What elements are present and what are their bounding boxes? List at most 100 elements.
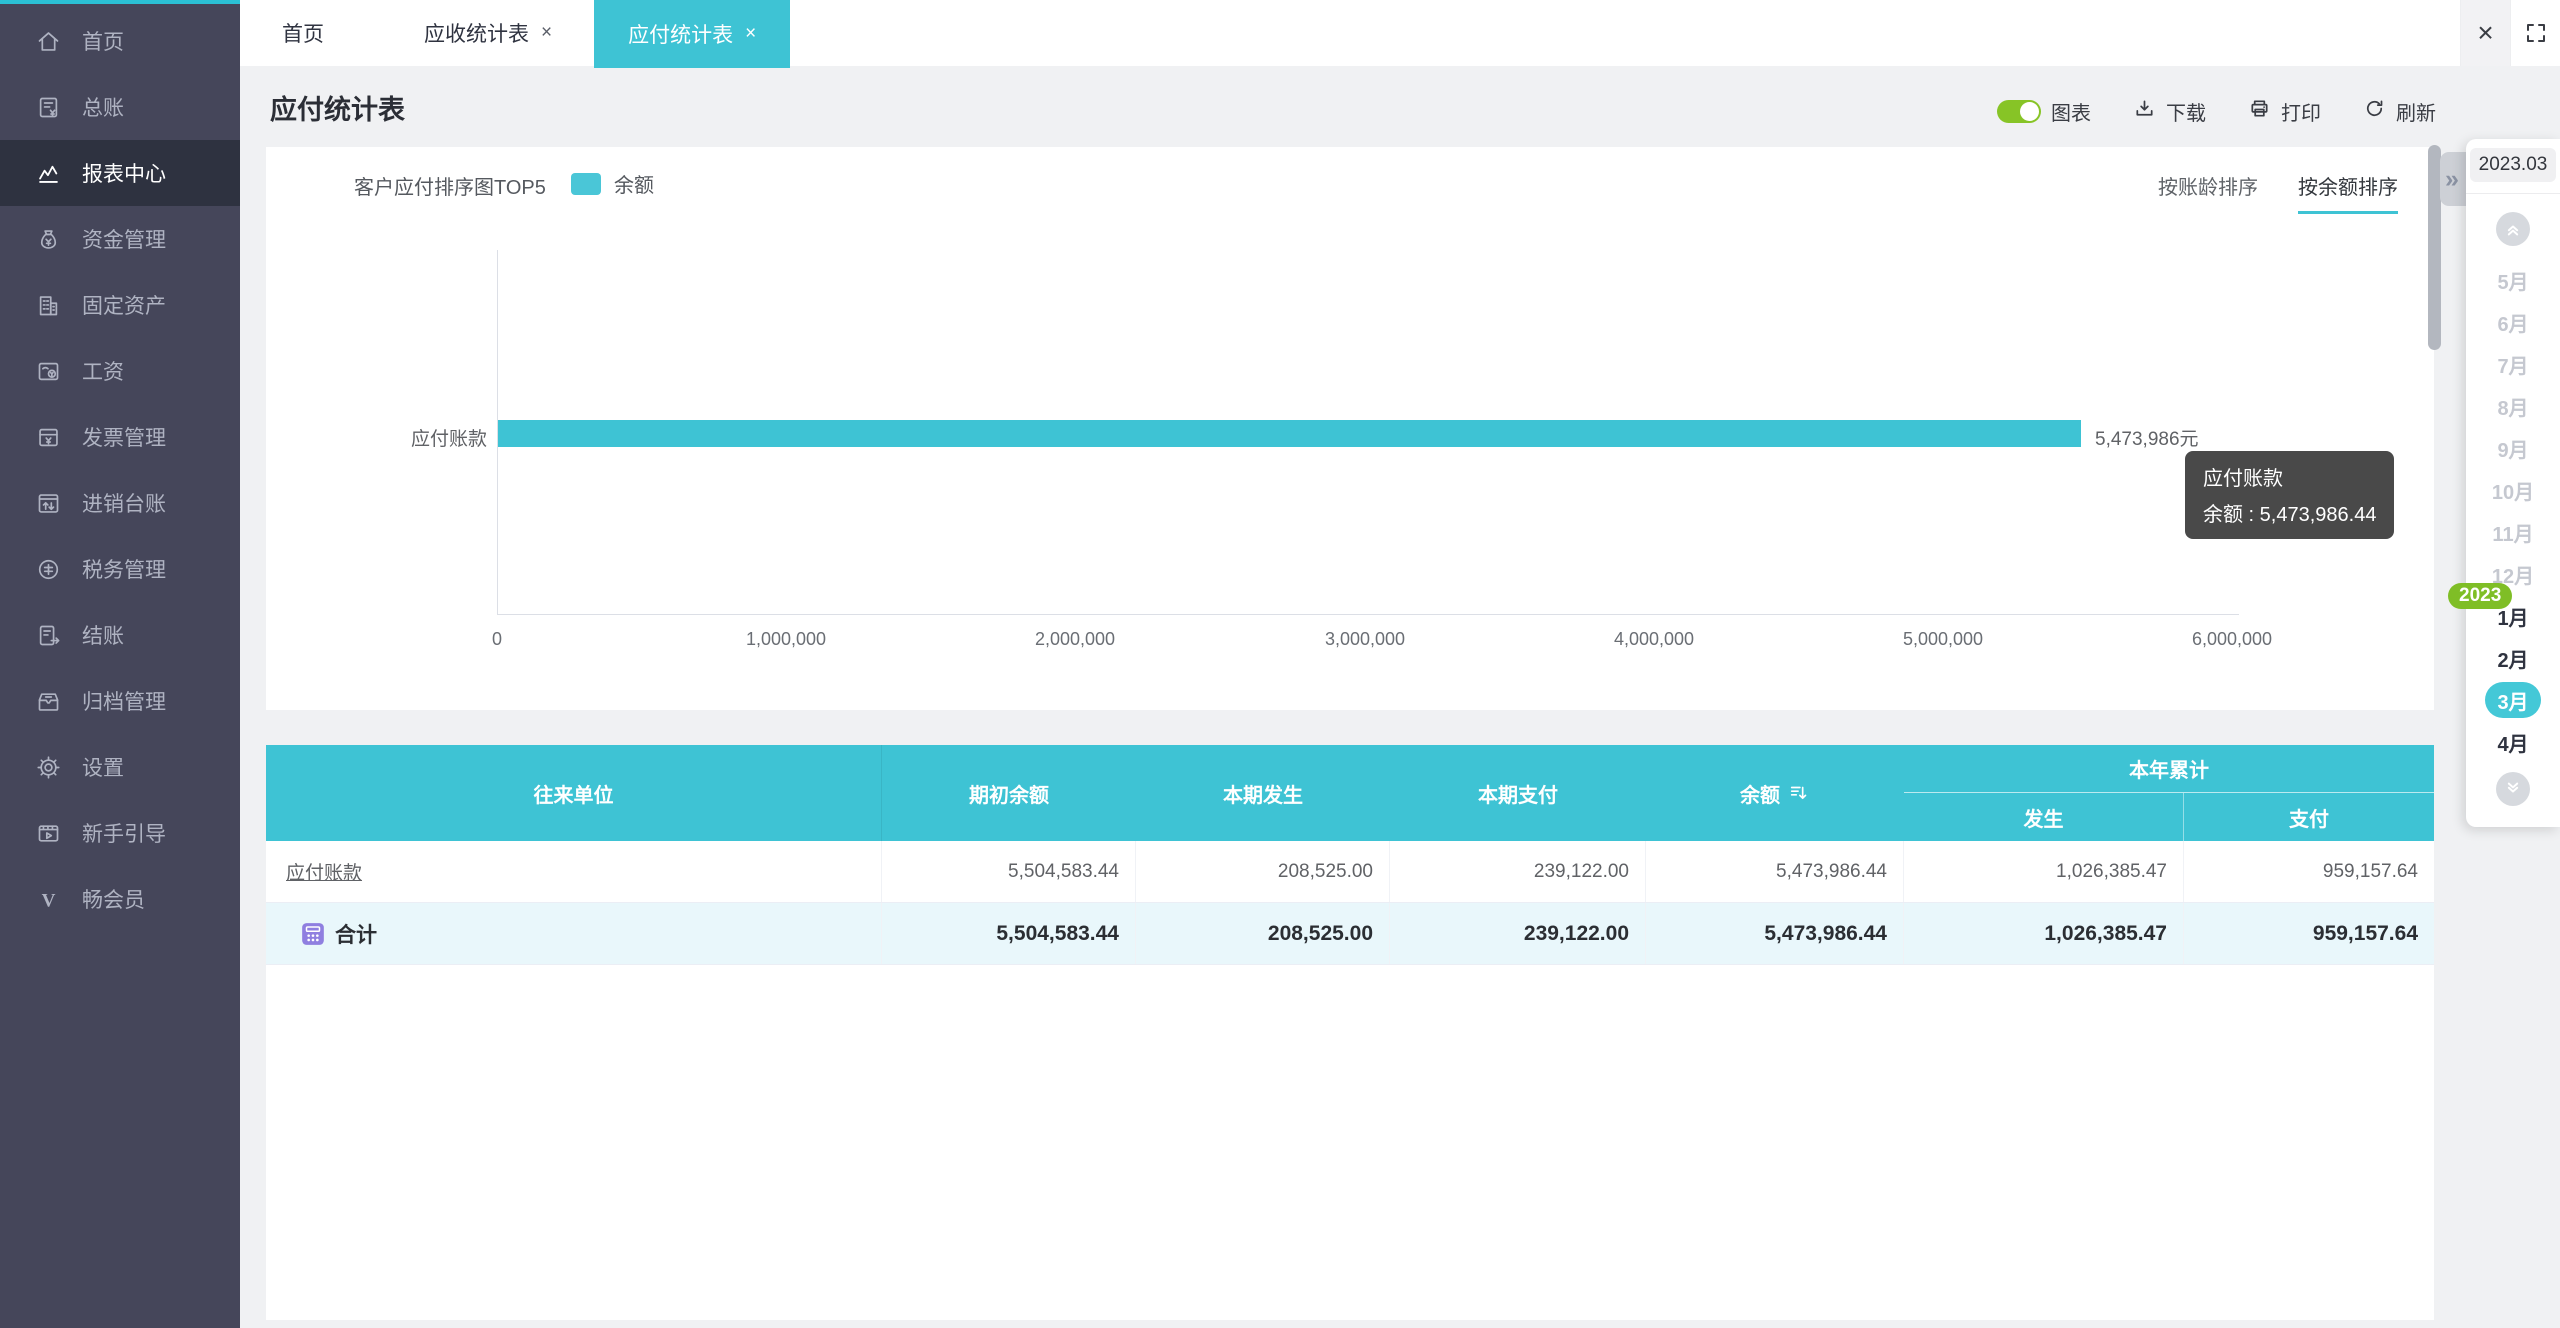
sidebar-item-label: 税务管理	[82, 559, 166, 582]
month-item[interactable]: 9月	[2497, 439, 2529, 462]
tab-label: 应收统计表	[424, 23, 529, 46]
month-item[interactable]: 6月	[2497, 313, 2529, 336]
month-item[interactable]: 4月	[2497, 733, 2529, 756]
payable-account-link[interactable]: 应付账款	[286, 863, 363, 884]
sidebar-item-tax[interactable]: 税务管理	[0, 536, 240, 602]
sidebar-item-archive[interactable]: 归档管理	[0, 668, 240, 734]
svg-text:V: V	[41, 890, 55, 911]
column-header-balance[interactable]: 余额	[1646, 745, 1904, 841]
ledger-icon	[34, 93, 62, 121]
sidebar-item-label: 首页	[82, 31, 124, 54]
sidebar-accent-strip	[0, 0, 240, 4]
x-axis-tick: 0	[491, 629, 503, 649]
tab-payable-report[interactable]: 应付统计表 ×	[594, 0, 791, 68]
tab-close-icon[interactable]: ×	[541, 22, 553, 43]
tab-home[interactable]: 首页	[252, 0, 354, 66]
column-header-ytd[interactable]: 本年累计	[1904, 745, 2434, 793]
closing-book-icon	[34, 621, 62, 649]
chart-y-axis-line	[497, 250, 498, 614]
scroll-down-icon[interactable]	[2496, 772, 2530, 806]
print-label: 打印	[2281, 103, 2321, 125]
chart-card: 客户应付排序图TOP5 余额 按账龄排序 按余额排序 应付账款 5,473,98…	[266, 147, 2434, 710]
chart-bar-payable[interactable]	[498, 420, 2081, 447]
sidebar-item-member[interactable]: V 畅会员	[0, 866, 240, 932]
close-icon[interactable]: ×	[2460, 0, 2510, 66]
current-period-label: 2023.03	[2469, 148, 2557, 182]
sort-by-balance-link[interactable]: 按余额排序	[2298, 171, 2398, 214]
sidebar-item-label: 工资	[82, 361, 124, 384]
report-toolbar: 图表 下载 打印 刷新	[1997, 97, 2436, 126]
vertical-scrollbar[interactable]	[2428, 145, 2441, 350]
tab-close-icon[interactable]: ×	[745, 23, 757, 44]
download-icon	[2133, 97, 2156, 126]
fullscreen-icon[interactable]	[2510, 0, 2560, 66]
purchase-sales-ledger-icon	[34, 489, 62, 517]
refresh-button[interactable]: 刷新	[2363, 97, 2436, 126]
column-header-opening-balance[interactable]: 期初余额	[969, 784, 1049, 807]
table-row[interactable]: 应付账款 5,504,583.44 208,525.00 239,122.00 …	[266, 841, 2434, 903]
sidebar-item-label: 发票管理	[82, 427, 166, 450]
sidebar-item-label: 总账	[82, 97, 124, 120]
month-item-active[interactable]: 3月	[2466, 679, 2560, 721]
sidebar-item-invoice[interactable]: 发票管理	[0, 404, 240, 470]
month-item[interactable]: 1月	[2497, 607, 2529, 630]
tab-receivable-report[interactable]: 应收统计表 ×	[394, 0, 582, 66]
month-item[interactable]: 10月	[2491, 481, 2535, 504]
column-group-ytd: 本年累计 发生 支付	[1904, 745, 2434, 841]
sidebar-item-salary[interactable]: 工资	[0, 338, 240, 404]
month-item[interactable]: 8月	[2497, 397, 2529, 420]
active-month-pill: 3月	[2485, 682, 2541, 718]
home-icon	[34, 27, 62, 55]
sidebar-item-home[interactable]: 首页	[0, 8, 240, 74]
chart-toggle[interactable]: 图表	[1997, 97, 2091, 126]
sidebar-item-general-ledger[interactable]: 总账	[0, 74, 240, 140]
scroll-up-icon[interactable]	[2496, 212, 2530, 246]
sidebar-item-report-center[interactable]: 报表中心	[0, 140, 240, 206]
sidebar-item-settings[interactable]: 设置	[0, 734, 240, 800]
month-item[interactable]: 5月	[2497, 271, 2529, 294]
gear-icon	[34, 753, 62, 781]
month-item[interactable]: 12月	[2491, 565, 2535, 588]
sort-descending-icon[interactable]	[1788, 782, 1810, 804]
column-header-unit[interactable]: 往来单位	[266, 745, 882, 841]
column-header-ytd-incurred[interactable]: 发生	[1904, 793, 2184, 841]
refresh-icon	[2363, 97, 2386, 126]
cell-ytd-paid: 959,157.64	[2322, 860, 2418, 882]
column-header-current-incurred[interactable]: 本期发生	[1223, 784, 1303, 807]
money-bag-icon	[34, 225, 62, 253]
cell-ytd-incurred: 1,026,385.47	[1904, 841, 2184, 902]
x-axis-tick: 2,000,000	[1034, 629, 1116, 649]
x-axis-tick: 6,000,000	[2191, 629, 2273, 649]
toggle-switch[interactable]	[1997, 100, 2041, 123]
month-item[interactable]: 2月	[2497, 649, 2529, 672]
salary-card-icon	[34, 357, 62, 385]
legend-swatch	[571, 172, 601, 195]
total-ytd-paid: 959,157.64	[2312, 921, 2418, 945]
sidebar-item-purchase-sales[interactable]: 进销台账	[0, 470, 240, 536]
sidebar-item-closing[interactable]: 结账	[0, 602, 240, 668]
chart-toggle-label: 图表	[2051, 103, 2091, 125]
table-total-row: 合计 5,504,583.44 208,525.00 239,122.00 5,…	[266, 903, 2434, 965]
download-button[interactable]: 下载	[2133, 97, 2206, 126]
print-button[interactable]: 打印	[2248, 97, 2321, 126]
x-axis-tick: 4,000,000	[1613, 629, 1695, 649]
sidebar-item-fixed-assets[interactable]: 固定资产	[0, 272, 240, 338]
sidebar-item-funds[interactable]: 资金管理	[0, 206, 240, 272]
tab-bar: 首页 应收统计表 × 应付统计表 × ×	[240, 0, 2560, 68]
sidebar-item-guide[interactable]: 新手引导	[0, 800, 240, 866]
calculator-icon	[300, 921, 326, 947]
month-panel: 2023.03 5月 6月 7月 8月 9月 10月 11月 12月 2023 …	[2448, 139, 2560, 827]
chart-legend[interactable]: 余额	[571, 169, 654, 198]
sort-by-aging-link[interactable]: 按账龄排序	[2158, 177, 2258, 199]
column-header-current-paid[interactable]: 本期支付	[1478, 784, 1558, 807]
window-controls: ×	[2460, 0, 2560, 66]
toggle-knob	[2020, 102, 2039, 121]
column-header-ytd-paid[interactable]: 支付	[2289, 808, 2329, 831]
tab-label: 首页	[282, 23, 324, 46]
sidebar-item-label: 固定资产	[82, 295, 166, 318]
legend-label: 余额	[614, 175, 654, 197]
tax-icon	[34, 555, 62, 583]
month-item[interactable]: 7月	[2497, 355, 2529, 378]
month-item[interactable]: 11月	[2492, 523, 2534, 546]
chart-category-label: 应付账款	[410, 429, 487, 450]
